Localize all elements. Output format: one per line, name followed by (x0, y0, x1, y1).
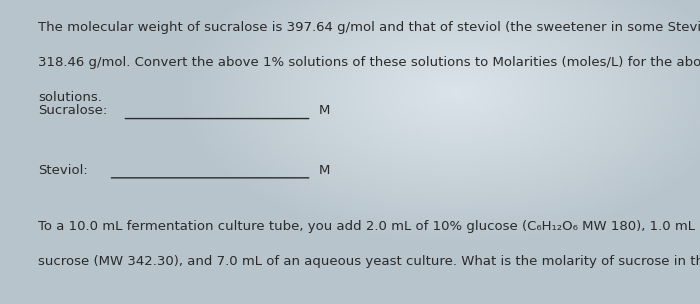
Text: To a 10.0 mL fermentation culture tube, you add 2.0 mL of 10% glucose (C₆H₁₂O₆ M: To a 10.0 mL fermentation culture tube, … (38, 220, 700, 233)
Text: Steviol:: Steviol: (38, 164, 88, 177)
Text: sucrose (MW 342.30), and 7.0 mL of an aqueous yeast culture. What is the molarit: sucrose (MW 342.30), and 7.0 mL of an aq… (38, 255, 700, 268)
Text: 318.46 g/mol. Convert the above 1% solutions of these solutions to Molarities (m: 318.46 g/mol. Convert the above 1% solut… (38, 56, 700, 69)
Text: solutions.: solutions. (38, 91, 102, 104)
Text: M: M (318, 105, 330, 117)
Text: M: M (318, 164, 330, 177)
Text: Sucralose:: Sucralose: (38, 105, 108, 117)
Text: The molecular weight of sucralose is 397.64 g/mol and that of steviol (the sweet: The molecular weight of sucralose is 397… (38, 21, 700, 34)
